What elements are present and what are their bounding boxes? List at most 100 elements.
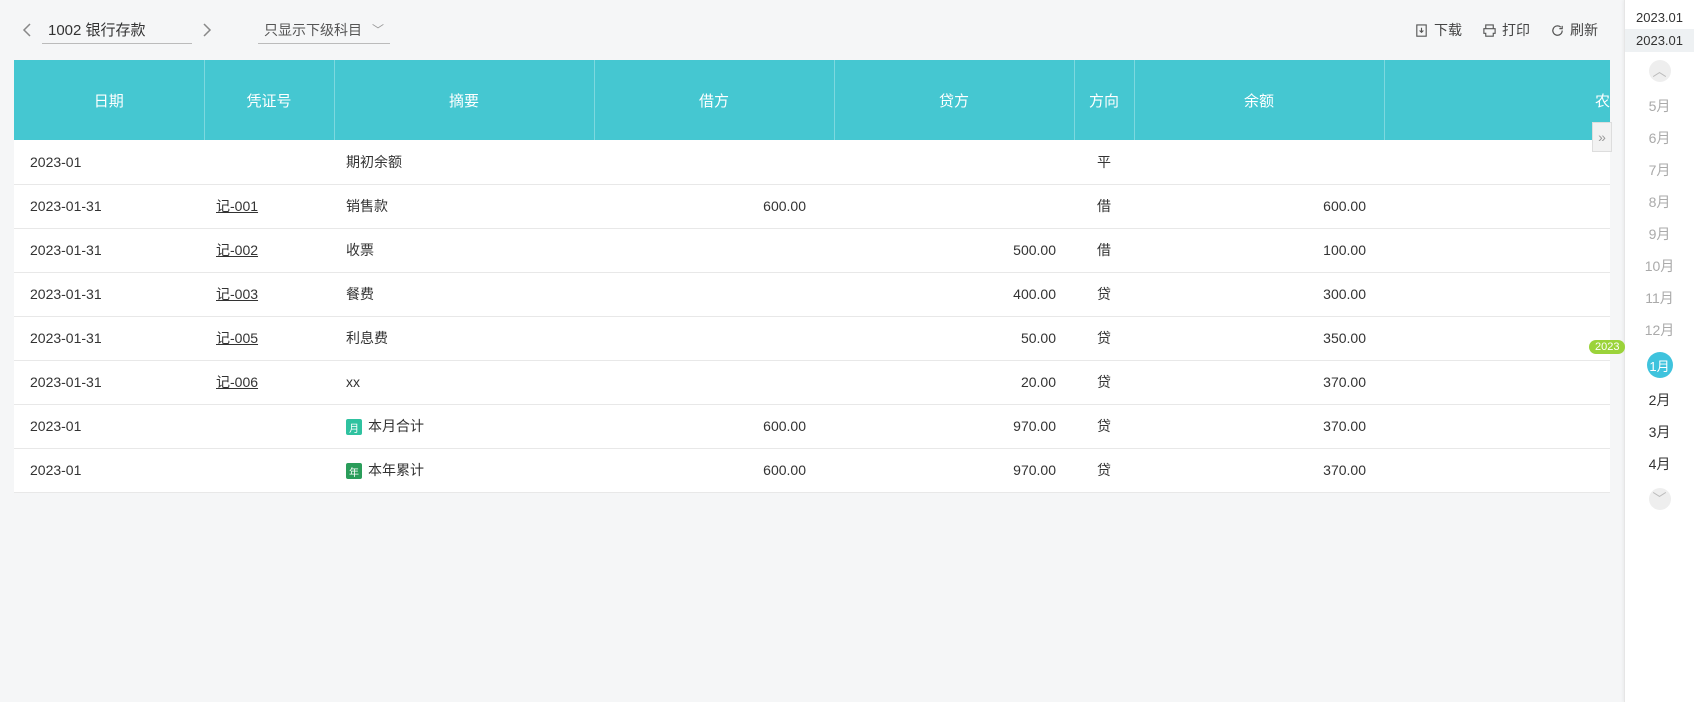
period-from[interactable]: 2023.01	[1625, 6, 1694, 29]
year-total-icon: 年	[346, 463, 362, 479]
cell-direction: 借	[1074, 184, 1134, 228]
cell-direction: 贷	[1074, 360, 1134, 404]
period-side-panel: 2023.01 2023.01 ︿ 5月6月7月8月9月10月11月12月202…	[1624, 0, 1694, 702]
cell-extra	[1384, 404, 1610, 448]
cell-extra	[1384, 140, 1610, 184]
voucher-link[interactable]: 记-003	[216, 286, 258, 302]
cell-credit: 50.00	[834, 316, 1074, 360]
cell-debit	[594, 272, 834, 316]
cell-balance: 350.00	[1134, 316, 1384, 360]
voucher-link[interactable]: 记-006	[216, 374, 258, 390]
ledger-table-wrap: » 日期 凭证号 摘要 借方 贷方 方向 余额	[14, 60, 1610, 702]
active-month-label: 1月	[1647, 352, 1673, 378]
voucher-link[interactable]: 记-002	[216, 242, 258, 258]
cell-voucher: 记-001	[204, 184, 334, 228]
cell-debit	[594, 140, 834, 184]
refresh-label: 刷新	[1570, 20, 1598, 40]
download-button[interactable]: 下载	[1404, 16, 1472, 44]
col-voucher: 凭证号	[204, 60, 334, 140]
cell-voucher: 记-003	[204, 272, 334, 316]
cell-voucher	[204, 140, 334, 184]
cell-date: 2023-01	[14, 404, 204, 448]
cell-voucher: 记-002	[204, 228, 334, 272]
cell-credit	[834, 184, 1074, 228]
account-label: 1002 银行存款	[48, 19, 146, 40]
refresh-button[interactable]: 刷新	[1540, 16, 1608, 44]
cell-date: 2023-01-31	[14, 228, 204, 272]
table-row: 2023-01期初余额平	[14, 140, 1610, 184]
table-row: 2023-01-31记-005利息费50.00贷350.00	[14, 316, 1610, 360]
cell-date: 2023-01-31	[14, 272, 204, 316]
cell-balance	[1134, 140, 1384, 184]
summary-text: 餐费	[346, 286, 374, 302]
month-item[interactable]: 10月	[1625, 250, 1694, 282]
cell-credit: 20.00	[834, 360, 1074, 404]
cell-balance: 370.00	[1134, 404, 1384, 448]
cell-debit	[594, 228, 834, 272]
account-select[interactable]: 1002 银行存款	[42, 16, 192, 44]
table-row: 2023-01-31 记-006 xx 20.00贷370.00	[14, 360, 1610, 404]
cell-summary: 月本月合计	[334, 404, 594, 448]
cell-summary: 利息费	[334, 316, 594, 360]
cell-direction: 贷	[1074, 272, 1134, 316]
summary-text: xx	[346, 374, 360, 390]
cell-debit: 600.00	[594, 404, 834, 448]
cell-debit: 600.00	[594, 184, 834, 228]
table-row: 2023-01-31记-003餐费400.00贷300.00	[14, 272, 1610, 316]
table-row: 2023-01-31 记-002 收票 500.00借100.00	[14, 228, 1610, 272]
scroll-down-button[interactable]: ﹀	[1649, 488, 1671, 510]
cell-extra	[1384, 228, 1610, 272]
filter-label: 只显示下级科目	[264, 20, 362, 40]
cell-balance: 370.00	[1134, 360, 1384, 404]
cell-summary: 销售款	[334, 184, 594, 228]
cell-date: 2023-01-31	[14, 316, 204, 360]
voucher-link[interactable]: 记-005	[216, 330, 258, 346]
summary-text: 本年累计	[368, 462, 424, 478]
cell-balance: 100.00	[1134, 228, 1384, 272]
month-item[interactable]: 2月	[1625, 384, 1694, 416]
cell-credit: 400.00	[834, 272, 1074, 316]
col-credit: 贷方	[834, 60, 1074, 140]
col-debit: 借方	[594, 60, 834, 140]
cell-extra	[1384, 360, 1610, 404]
cell-credit: 500.00	[834, 228, 1074, 272]
toolbar: 1002 银行存款 只显示下级科目 ﹀ 下载 打印 刷新	[14, 10, 1610, 50]
month-item[interactable]: 7月	[1625, 154, 1694, 186]
next-account-button[interactable]	[196, 19, 218, 41]
download-icon	[1414, 23, 1429, 38]
month-item[interactable]: 6月	[1625, 122, 1694, 154]
cell-date: 2023-01-31	[14, 360, 204, 404]
month-item[interactable]: 20231月	[1625, 346, 1694, 384]
cell-direction: 借	[1074, 228, 1134, 272]
cell-direction: 贷	[1074, 404, 1134, 448]
cell-debit	[594, 360, 834, 404]
year-badge: 2023	[1589, 340, 1625, 354]
print-label: 打印	[1502, 20, 1530, 40]
expand-panel-button[interactable]: »	[1592, 122, 1612, 152]
period-to[interactable]: 2023.01	[1625, 29, 1694, 52]
chevron-left-icon	[22, 22, 32, 38]
month-item[interactable]: 4月	[1625, 448, 1694, 480]
cell-extra	[1384, 184, 1610, 228]
month-total-icon: 月	[346, 419, 362, 435]
cell-summary: 收票	[334, 228, 594, 272]
month-item[interactable]: 12月	[1625, 314, 1694, 346]
cell-summary: xx	[334, 360, 594, 404]
month-item[interactable]: 3月	[1625, 416, 1694, 448]
cell-date: 2023-01	[14, 448, 204, 492]
scroll-up-button[interactable]: ︿	[1649, 60, 1671, 82]
table-row: 2023-01-31记-001销售款600.00借600.00	[14, 184, 1610, 228]
cell-voucher	[204, 448, 334, 492]
double-chevron-right-icon: »	[1598, 129, 1606, 145]
subject-filter-dropdown[interactable]: 只显示下级科目 ﹀	[258, 16, 390, 44]
month-item[interactable]: 9月	[1625, 218, 1694, 250]
month-item[interactable]: 11月	[1625, 282, 1694, 314]
cell-date: 2023-01	[14, 140, 204, 184]
month-item[interactable]: 5月	[1625, 90, 1694, 122]
chevron-right-icon	[202, 22, 212, 38]
prev-account-button[interactable]	[16, 19, 38, 41]
print-button[interactable]: 打印	[1472, 16, 1540, 44]
cell-direction: 平	[1074, 140, 1134, 184]
voucher-link[interactable]: 记-001	[216, 198, 258, 214]
month-item[interactable]: 8月	[1625, 186, 1694, 218]
